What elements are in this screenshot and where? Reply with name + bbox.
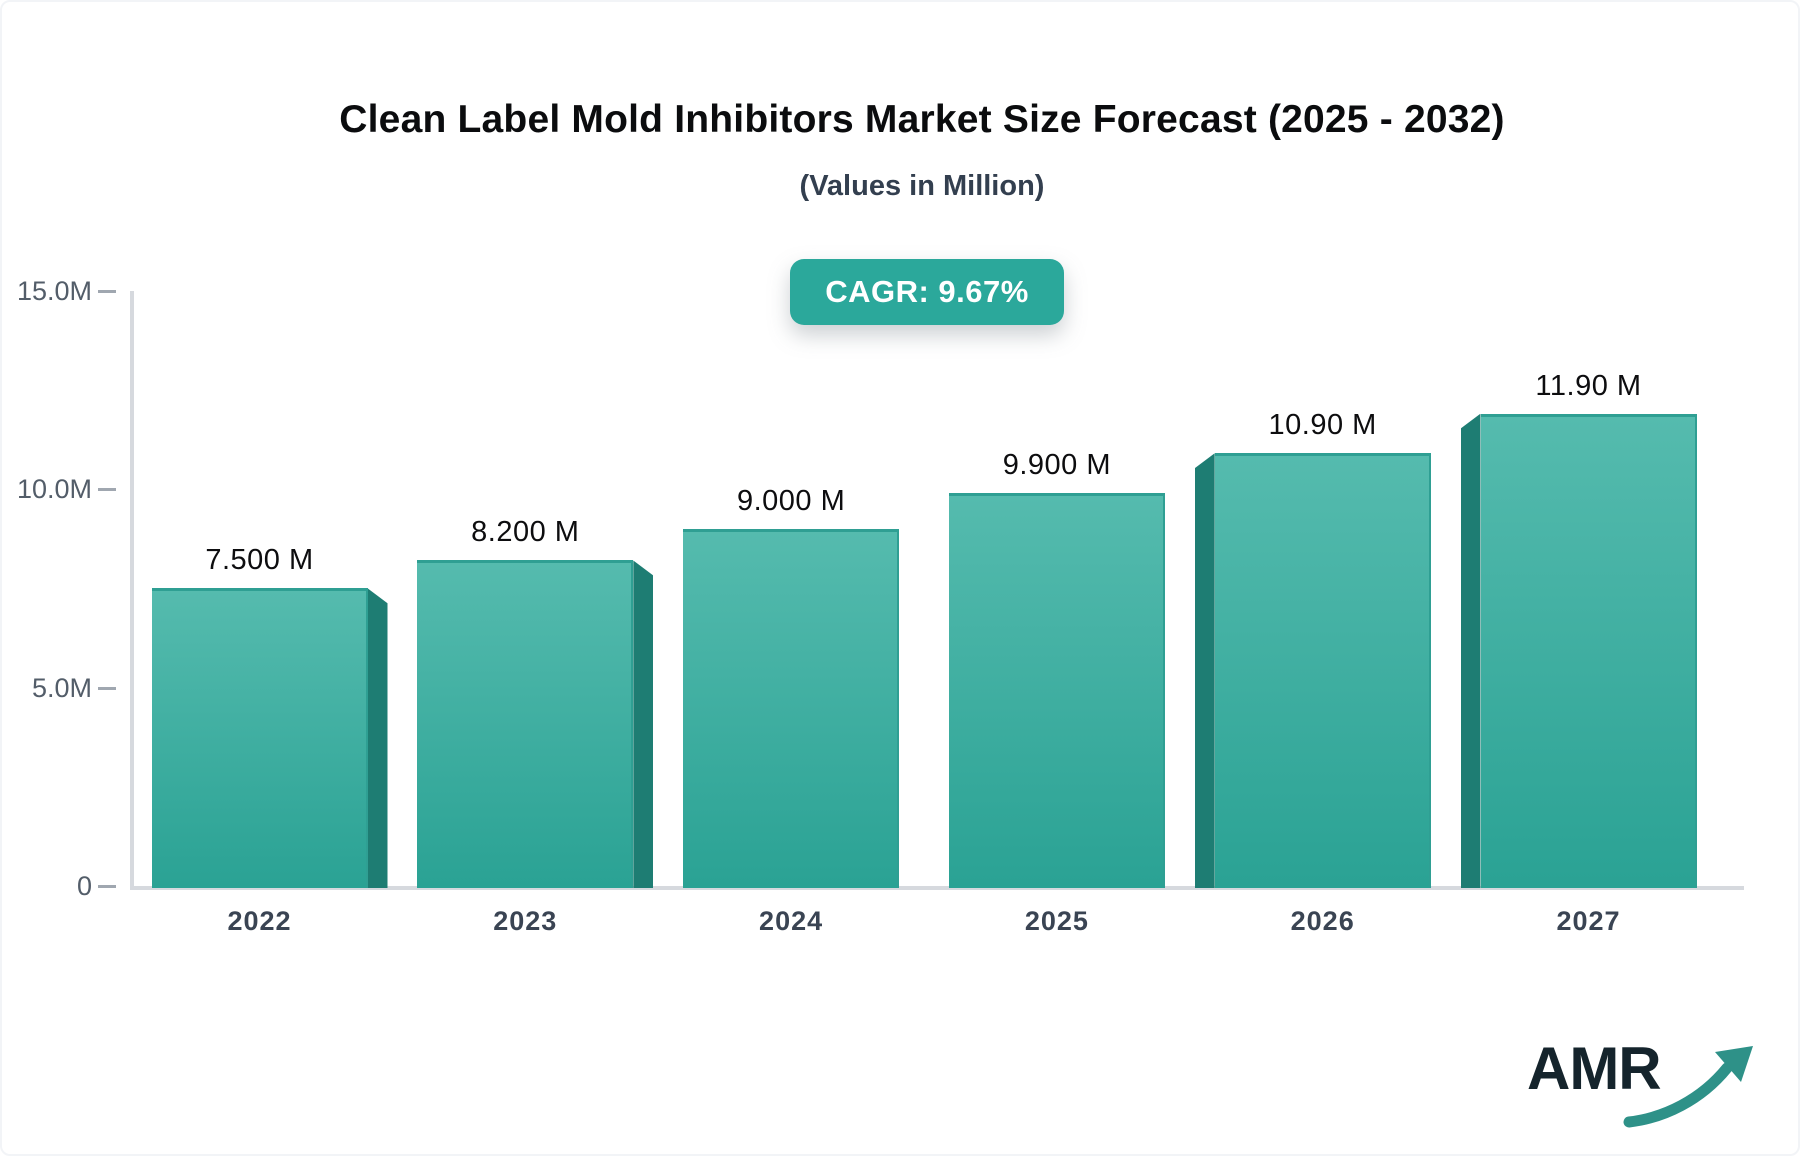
cagr-badge-label: CAGR: 9.67% xyxy=(825,274,1029,309)
bar-2025[interactable] xyxy=(948,492,1165,888)
bar-side-panel xyxy=(1194,453,1215,888)
bar-value-label: 7.500 M xyxy=(205,544,314,577)
x-axis-label: 2022 xyxy=(227,906,292,936)
bar-value-label: 10.90 M xyxy=(1268,409,1377,442)
y-axis-label: 10.0M xyxy=(16,474,92,504)
y-axis-label: 0 xyxy=(76,871,92,901)
bar-2024[interactable] xyxy=(683,528,900,888)
x-axis-label: 2027 xyxy=(1556,906,1621,936)
x-axis-label: 2026 xyxy=(1290,906,1355,936)
y-axis-label: 15.0M xyxy=(16,275,92,306)
bar-side-panel xyxy=(367,588,388,888)
bar-value-label: 9.000 M xyxy=(736,484,846,517)
y-axis-tick xyxy=(98,488,116,491)
y-axis-tick xyxy=(98,289,116,293)
chart-title: Clean Label Mold Inhibitors Market Size … xyxy=(339,98,1505,141)
bar-2023[interactable] xyxy=(417,560,634,888)
bar-2026[interactable] xyxy=(1214,453,1431,888)
x-axis-label: 2023 xyxy=(493,906,558,936)
amr-logo-text: AMR xyxy=(1527,1035,1662,1102)
growth-arrow-icon xyxy=(1623,1046,1753,1128)
cagr-badge: CAGR: 9.67% xyxy=(790,259,1064,325)
bar-2022[interactable] xyxy=(151,588,368,888)
x-axis-label: 2025 xyxy=(1024,906,1089,936)
x-axis-label: 2024 xyxy=(759,906,824,936)
y-axis-tick xyxy=(98,885,116,888)
bar-value-label: 9.900 M xyxy=(1002,448,1112,481)
y-axis-tick xyxy=(98,686,116,690)
bar-value-label: 11.90 M xyxy=(1535,369,1642,402)
bar-side-panel xyxy=(1460,413,1481,888)
y-axis-line xyxy=(130,290,134,890)
bar-2027[interactable] xyxy=(1480,413,1697,888)
y-axis-label: 5.0M xyxy=(31,672,92,703)
x-axis-line xyxy=(130,886,1744,890)
bar-side-panel xyxy=(633,560,654,888)
chart-subtitle: (Values in Million) xyxy=(799,170,1045,202)
bar-value-label: 8.200 M xyxy=(471,516,580,549)
amr-logo: AMR xyxy=(1527,1024,1757,1128)
